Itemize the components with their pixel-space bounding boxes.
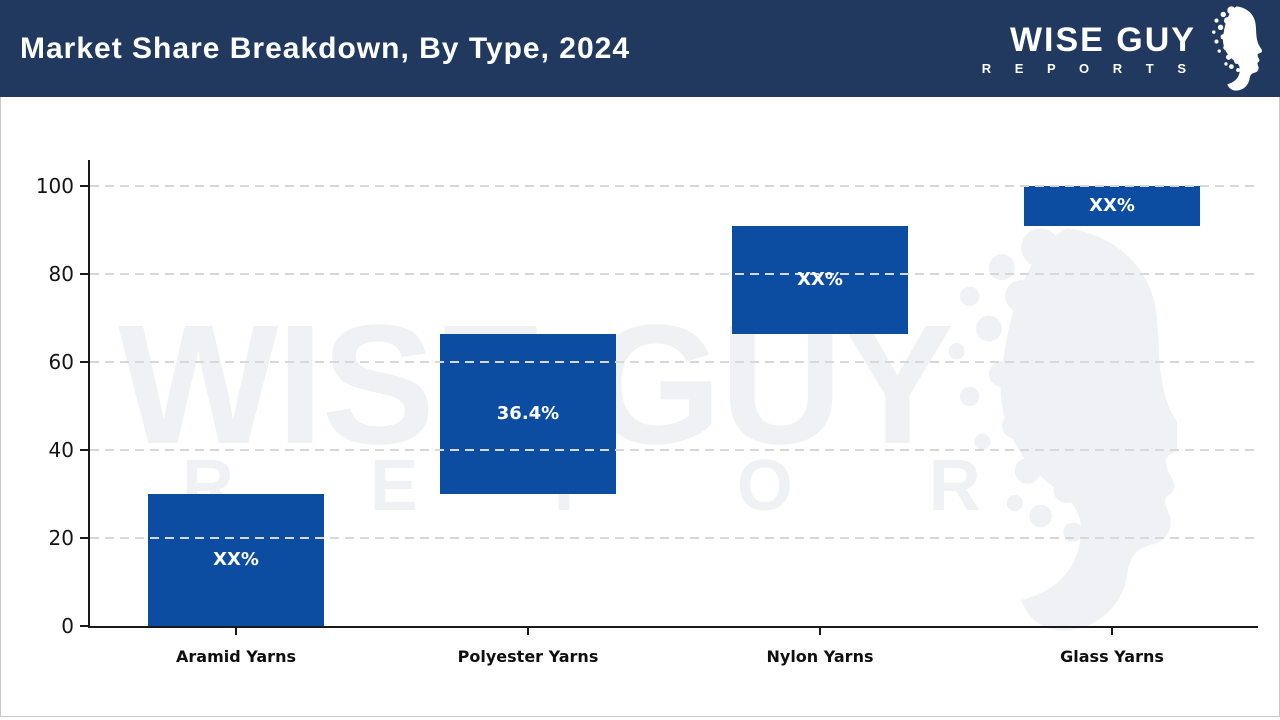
bar-label: 36.4% bbox=[496, 402, 560, 424]
gridline-100 bbox=[90, 185, 1258, 187]
page-title: Market Share Breakdown, By Type, 2024 bbox=[20, 31, 631, 65]
gridline-20 bbox=[90, 537, 1258, 539]
x-axis-tick bbox=[1111, 628, 1113, 635]
logo-wordmark: WISE GUY R E P O R T S bbox=[982, 23, 1196, 75]
bar-glass-yarns bbox=[1024, 186, 1200, 226]
bar-label: XX% bbox=[797, 268, 843, 290]
y-axis-tick bbox=[80, 361, 88, 363]
gridline-80 bbox=[90, 273, 1258, 275]
y-axis-tick bbox=[80, 449, 88, 451]
y-tick-label: 80 bbox=[48, 262, 74, 286]
logo-wordmark-line2: R E P O R T S bbox=[981, 60, 1196, 76]
bar-label: XX% bbox=[1089, 194, 1135, 216]
watermark-dotted-head-icon bbox=[948, 228, 1177, 631]
bar-nylon-yarns bbox=[732, 225, 908, 334]
y-tick-label: 100 bbox=[35, 174, 74, 198]
logo-wordmark-line1: WISE GUY bbox=[1009, 20, 1196, 59]
bar-aramid-yarns bbox=[148, 494, 324, 626]
header: Market Share Breakdown, By Type, 2024 WI… bbox=[0, 0, 1280, 97]
gridline-40 bbox=[90, 449, 1258, 451]
wiseguy-logo: WISE GUY R E P O R T S bbox=[982, 5, 1264, 93]
y-axis-tick bbox=[80, 273, 88, 275]
y-tick-label: 60 bbox=[48, 350, 74, 374]
bar-polyester-yarns bbox=[440, 333, 616, 494]
y-axis-tick bbox=[80, 185, 88, 187]
bar-label: XX% bbox=[213, 549, 259, 570]
y-tick-label: 40 bbox=[48, 438, 74, 462]
gridline-60 bbox=[90, 361, 1258, 363]
x-axis-tick bbox=[235, 628, 237, 635]
dotted-head-icon bbox=[1212, 5, 1262, 91]
y-axis-tick bbox=[80, 625, 88, 627]
y-tick-label: 0 bbox=[61, 614, 74, 638]
plot-area: 0 20 40 60 80 100 XX% Aramid Yarns 36.4% Polyeste… bbox=[36, 160, 1258, 666]
x-axis-tick bbox=[819, 628, 821, 635]
y-axis-tick bbox=[80, 537, 88, 539]
x-tick-label: Nylon Yarns bbox=[766, 647, 874, 666]
x-tick-label: Polyester Yarns bbox=[457, 647, 599, 666]
y-tick-label: 20 bbox=[48, 526, 74, 550]
x-tick-label: Aramid Yarns bbox=[176, 647, 296, 666]
x-axis-tick bbox=[527, 628, 529, 635]
x-tick-label: Glass Yarns bbox=[1060, 647, 1164, 666]
